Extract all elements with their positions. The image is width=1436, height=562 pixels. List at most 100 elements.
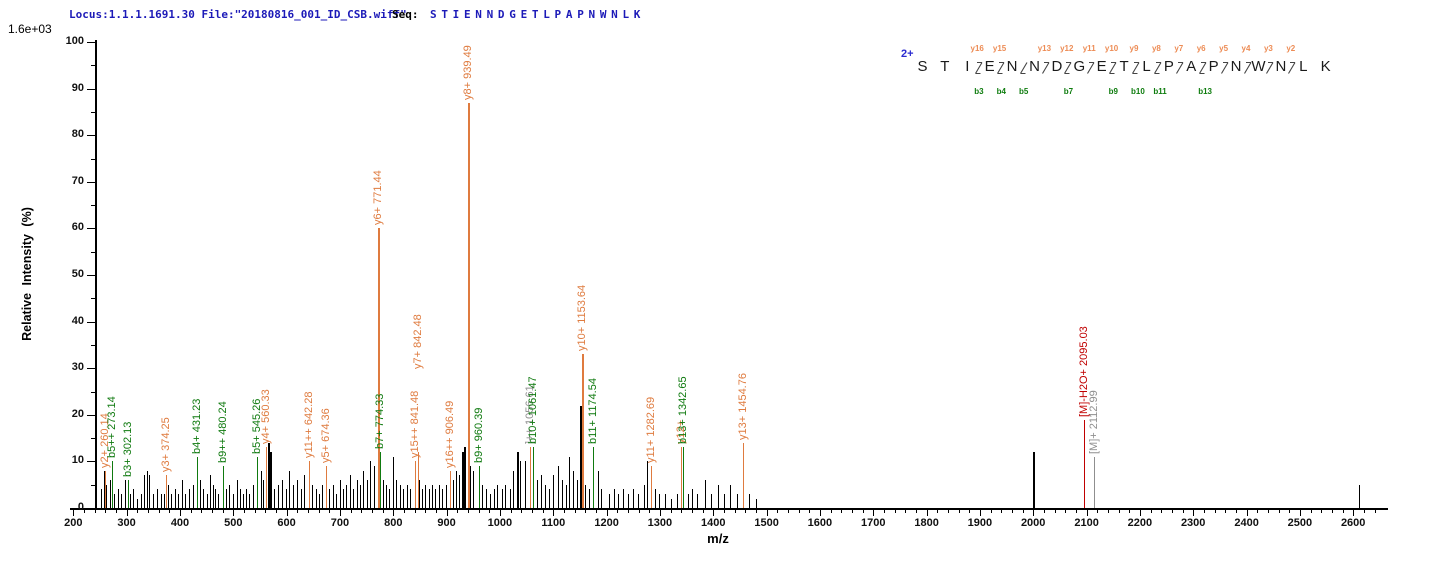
peak [597,470,599,508]
x-axis-tick [851,509,853,513]
peak [319,494,321,508]
peak [637,494,639,508]
x-tick-label: 1600 [807,517,833,529]
peak-label: y4+ 560.33 [259,389,272,445]
x-axis-tick [1022,509,1024,513]
peak-label: y6+ 771.44 [372,170,384,226]
y-ion-label: y13 [1037,44,1052,53]
cleavage-marker-icon [1131,59,1141,81]
x-axis-tick [499,509,501,516]
peak [434,489,436,508]
peak-label: y3+ 374.25 [160,417,173,473]
x-axis-tick [1353,509,1355,516]
x-axis-tick [670,509,672,513]
peak [268,442,270,508]
peak [406,484,408,508]
peak [289,470,291,508]
x-tick-label: 300 [117,517,136,529]
peak-label: b9+ 960.39 [472,407,485,464]
peak [569,456,571,508]
peak [389,489,390,508]
x-axis-tick [233,509,235,516]
y-axis-tick [87,228,95,230]
x-axis-tick [809,509,811,513]
y-axis-tick [87,42,95,43]
peak [350,475,352,508]
b-ion-label: b4 [996,87,1006,96]
peak [557,466,559,508]
peak [410,489,412,508]
x-axis-tick [446,509,448,516]
peak [225,489,227,508]
y-axis-tick [91,391,95,393]
seq-value: STIENNDGETLPAPNWNLK [430,8,646,21]
peak [192,484,194,508]
peak [356,480,358,508]
x-axis-tick [553,509,555,516]
peak [497,484,499,508]
peak [329,489,331,508]
peak [260,470,262,508]
x-axis-tick [798,509,800,513]
peak-M [1093,456,1095,508]
y-tick-label: 50 [71,268,84,280]
peak-y11 [309,461,311,508]
peak-label: b5++ 273.14 [106,396,119,459]
peak [103,470,105,508]
x-axis-tick [371,509,373,513]
x-axis-tick [681,509,683,513]
peptide-residue: D [1051,58,1063,75]
y-axis-tick [87,275,95,276]
y-axis-line [95,40,97,509]
peak [101,489,102,508]
peak [206,494,208,508]
peak [573,470,574,508]
peak [723,494,725,508]
x-axis-tick [883,509,885,513]
b-ion-label: b7 [1063,87,1074,96]
peak [601,489,603,508]
x-axis-tick [190,509,192,513]
x-axis-tick [158,509,160,513]
peak [472,470,474,508]
peptide-residue: S [917,58,928,75]
peak [392,456,394,508]
peak [144,475,146,508]
peak [755,498,757,508]
y-ion-label: y7 [1174,44,1184,53]
x-axis-tick [1001,509,1003,513]
peak-b7 [379,452,381,508]
peak [117,489,119,508]
peak [418,480,420,508]
peak [730,484,732,508]
peak [125,480,126,508]
x-axis-tick [926,509,928,516]
y-axis-tick [87,414,95,416]
peak [425,484,427,508]
y-ion-label: y11 [1082,44,1096,53]
peak [296,480,298,508]
peak [113,494,115,508]
cleavage-marker-icon [1220,59,1230,81]
peak [336,494,338,508]
x-axis-tick [755,509,757,513]
x-axis-tick [1043,509,1045,513]
x-tick-label: 1300 [647,517,673,529]
y-tick-label: 100 [65,35,84,47]
x-axis-tick [1033,509,1035,516]
cleavage-marker-icon [1153,59,1163,81]
x-axis-tick [84,509,85,513]
cleavage-marker-icon [1198,59,1208,81]
x-axis-tick [1299,509,1301,516]
peak [174,489,176,508]
y-ion-label: y8 [1151,44,1161,53]
x-axis-tick [116,509,117,513]
y-tick-label: 40 [71,314,84,327]
x-axis-tick [1129,509,1131,513]
peak-b5 [112,461,114,508]
locus-file-label: Locus:1.1.1.1691.30 File:"20180816_001_I… [69,8,407,21]
peak [301,489,302,508]
x-axis-tick [222,509,224,513]
peak [360,484,362,508]
x-axis-title: m/z [707,531,729,546]
